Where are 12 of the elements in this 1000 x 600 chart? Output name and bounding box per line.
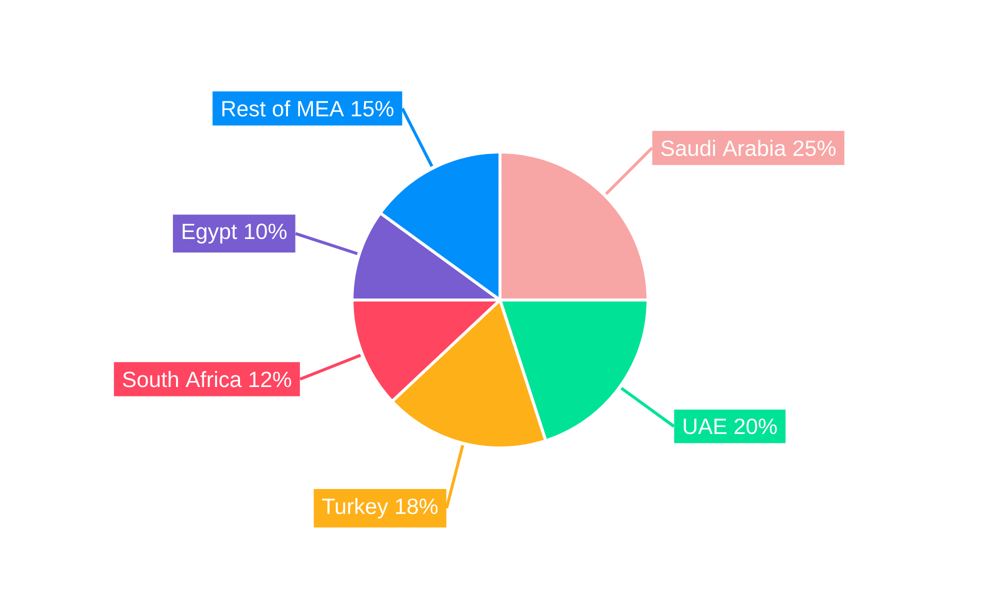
slice-label: Turkey — [322, 498, 388, 518]
data-label: 10% — [244, 224, 287, 240]
slice-label: Rest of MEA — [222, 100, 344, 116]
slice-label: South Africa — [122, 371, 242, 388]
data-label: 25% — [793, 140, 836, 156]
slice-label: UAE — [684, 418, 726, 434]
data-label: 20% — [734, 418, 777, 434]
data-label: 18% — [396, 498, 438, 514]
data-label: 12% — [250, 372, 292, 388]
slice-label: Saudi Arabia — [661, 140, 786, 156]
data-label: 15% — [352, 101, 394, 116]
slice-label: Egypt — [182, 224, 238, 244]
